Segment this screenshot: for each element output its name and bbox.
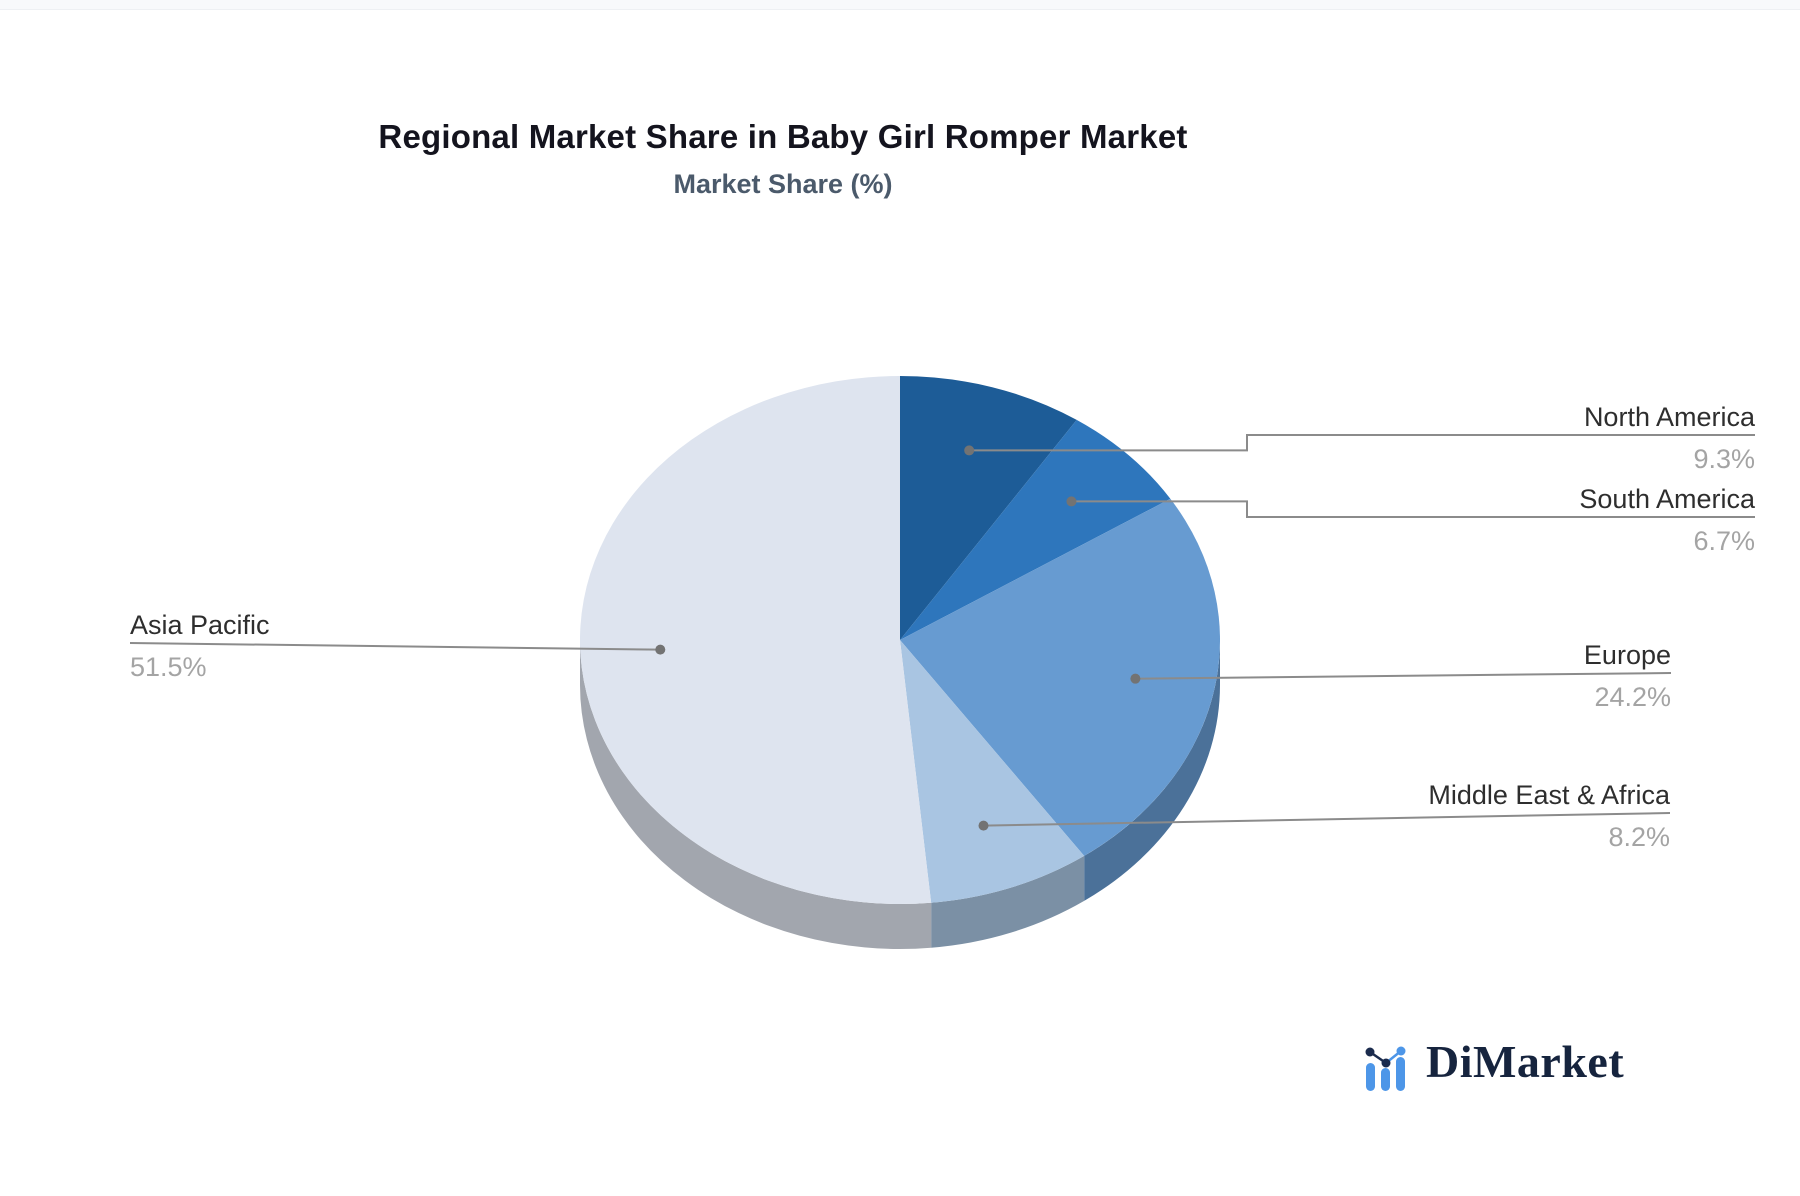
leader-dot-south-america xyxy=(1066,496,1077,507)
callout-europe: Europe 24.2% xyxy=(1584,638,1671,714)
leader-line-asia-pacific xyxy=(129,642,661,651)
pie-slice-side-middle-east-africa xyxy=(931,855,1085,948)
pie-slice-middle-east-africa xyxy=(900,640,1085,903)
slice-label: Middle East & Africa xyxy=(1428,780,1670,810)
slice-label: Europe xyxy=(1583,640,1671,670)
leader-line-north-america xyxy=(969,434,1755,452)
leader-line-europe xyxy=(1135,672,1672,680)
dimarket-logo-icon xyxy=(1365,1046,1406,1091)
slice-label: South America xyxy=(1579,484,1755,514)
leader-dot-asia-pacific xyxy=(655,644,666,655)
slice-label: Asia Pacific xyxy=(130,610,270,640)
dimarket-logo: DiMarket xyxy=(1362,1036,1624,1092)
chart-header: Regional Market Share in Baby Girl Rompe… xyxy=(0,118,1566,200)
slice-value: 9.3% xyxy=(1693,444,1755,474)
leader-line-middle-east-africa xyxy=(983,812,1671,827)
slice-value: 8.2% xyxy=(1608,822,1670,852)
chart-subtitle: Market Share (%) xyxy=(673,169,893,199)
callout-north-america: North America 9.3% xyxy=(1584,400,1755,476)
callout-south-america: South America 6.7% xyxy=(1579,482,1755,558)
pie-slice-side-europe xyxy=(1084,640,1220,901)
leader-dot-middle-east-africa xyxy=(978,820,989,831)
dimarket-logo-text: DiMarket xyxy=(1426,1036,1625,1087)
slice-value: 24.2% xyxy=(1594,682,1671,712)
pie-slice-north-america xyxy=(900,376,1077,640)
leader-dot-north-america xyxy=(964,445,975,456)
slice-label: North America xyxy=(1583,402,1755,432)
slice-value: 6.7% xyxy=(1693,526,1755,556)
callout-asia-pacific: Asia Pacific 51.5% xyxy=(130,608,270,684)
pie-slice-europe xyxy=(900,498,1220,856)
slice-value: 51.5% xyxy=(130,652,207,682)
pie-slice-side-asia-pacific xyxy=(580,640,932,950)
chart-title: Regional Market Share in Baby Girl Rompe… xyxy=(378,118,1188,155)
pie-slice-south-america xyxy=(900,419,1171,640)
leader-dot-europe xyxy=(1130,673,1141,684)
top-strip xyxy=(0,0,1800,10)
leader-line-south-america xyxy=(1071,500,1755,518)
callout-middle-east-africa: Middle East & Africa 8.2% xyxy=(1428,778,1670,854)
pie-slice-asia-pacific xyxy=(580,376,932,905)
